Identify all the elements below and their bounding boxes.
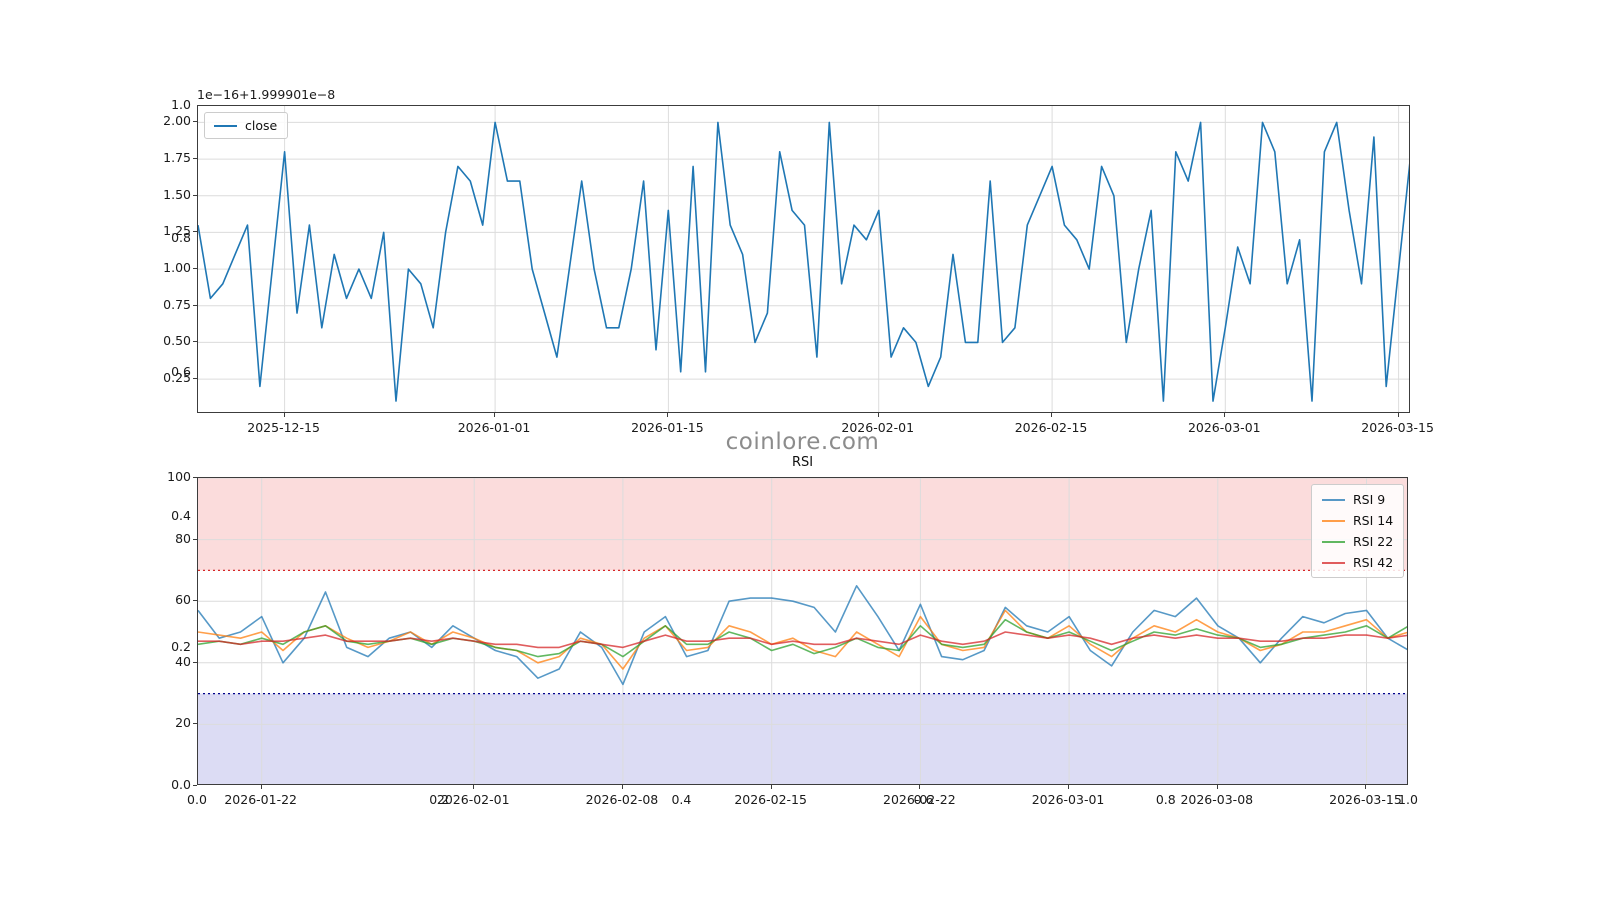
x-tick-label: 2026-02-01 (436, 792, 510, 807)
x-tick-label: 2026-02-01 (841, 420, 915, 435)
rsi-legend: RSI 9 RSI 14 RSI 22 RSI 42 (1311, 484, 1405, 578)
x-tick-label: 2026-03-08 (1180, 792, 1254, 807)
rsi-14-line (198, 609, 1407, 670)
price-legend: close (204, 112, 289, 139)
x-tick-mark (667, 413, 669, 417)
rsi-chart-panel (197, 477, 1408, 785)
legend-row-rsi-14: RSI 14 (1322, 513, 1393, 528)
y-tick-label: 1.00 (163, 260, 191, 276)
x-tick-mark (283, 413, 285, 417)
y-tick-label: 1.50 (163, 186, 191, 202)
y-tick-label: 20 (175, 715, 191, 731)
x-tick-mark (621, 785, 623, 789)
y-tick-label: 2.00 (163, 113, 191, 129)
legend-row-rsi-22: RSI 22 (1322, 534, 1393, 549)
y-tick-mark (193, 785, 197, 786)
x-tick-label-secondary: 1.0 (1398, 792, 1418, 807)
x-tick-label: 2026-01-15 (631, 420, 704, 435)
legend-row-rsi-42: RSI 42 (1322, 555, 1393, 570)
y-tick-mark (193, 600, 197, 602)
y-tick-mark (193, 723, 197, 725)
y-tick-mark (193, 378, 197, 380)
rsi-line-chart (198, 478, 1407, 784)
oversold-band (198, 693, 1407, 784)
rsi-14-line-swatch (1322, 519, 1345, 522)
price-chart-panel (197, 105, 1410, 413)
x-tick-label-secondary: 0.6 (913, 792, 934, 807)
x-tick-label: 2026-03-15 (1361, 420, 1434, 435)
y-tick-mark (193, 304, 197, 306)
x-tick-label: 2026-01-22 (224, 792, 298, 807)
x-tick-label: 2026-02-15 (1014, 420, 1088, 435)
y-tick-label: 100 (167, 469, 191, 484)
rsi-chart-title: RSI (791, 455, 814, 470)
y-tick-label: 40 (175, 653, 191, 669)
y-axis-offset-text: 1e−16+1.999901e−8 (197, 87, 336, 102)
y-tick-label: 1.25 (163, 223, 191, 239)
rsi-42-line-swatch (1322, 561, 1345, 564)
x-tick-mark (260, 785, 262, 789)
x-tick-mark (770, 785, 772, 789)
y-tick-label: 1.75 (163, 150, 191, 166)
y-tick-label-secondary: 1.0 (171, 97, 191, 112)
y-tick-mark (193, 538, 197, 540)
x-tick-label: 2026-03-01 (1031, 792, 1105, 807)
rsi-42-line (198, 631, 1407, 649)
x-tick-mark (877, 413, 879, 417)
x-tick-label: 2026-03-01 (1187, 420, 1261, 435)
y-tick-mark (193, 341, 197, 343)
x-tick-label: 2026-02-15 (734, 792, 807, 807)
x-tick-mark (1224, 413, 1226, 417)
watermark: coinlore.com (725, 429, 880, 455)
x-tick-mark (494, 413, 496, 417)
y-tick-mark (193, 158, 197, 160)
rsi-9-line (198, 585, 1407, 686)
x-tick-mark (1365, 785, 1367, 789)
x-tick-mark (919, 785, 921, 789)
y-tick-mark (193, 477, 197, 478)
y-tick-label-secondary: 0.8 (171, 230, 191, 246)
y-tick-label: 0.75 (163, 296, 191, 312)
legend-row-rsi-9: RSI 9 (1322, 492, 1393, 507)
y-tick-label: 0.50 (163, 333, 191, 349)
x-tick-label: 2026-02-22 (883, 792, 956, 807)
x-tick-label-secondary: 0.8 (1155, 792, 1176, 807)
legend-label-rsi-22: RSI 22 (1353, 534, 1394, 549)
x-tick-mark (1068, 785, 1070, 789)
x-tick-label: 2026-03-15 (1329, 792, 1402, 807)
y-tick-mark (193, 231, 197, 233)
rsi-22-line-swatch (1322, 540, 1345, 543)
y-tick-label: 80 (175, 530, 191, 546)
y-tick-label-secondary: 0.6 (171, 364, 191, 380)
y-tick-mark (193, 661, 197, 663)
x-tick-mark (1051, 413, 1053, 417)
y-tick-label: 60 (175, 592, 191, 608)
x-tick-mark (473, 785, 475, 789)
legend-label-close: close (245, 118, 278, 133)
x-tick-label: 2026-01-01 (457, 420, 531, 435)
y-tick-label-secondary: 0.4 (171, 508, 191, 524)
x-tick-label: 2025-12-15 (247, 420, 320, 435)
x-tick-mark (1397, 413, 1399, 417)
y-tick-mark (193, 268, 197, 270)
rsi-9-line-swatch (1322, 498, 1345, 501)
x-tick-label-secondary: 0.2 (429, 792, 450, 807)
overbought-band (198, 478, 1407, 571)
legend-label-rsi-9: RSI 9 (1353, 492, 1386, 507)
y-tick-label: 0.25 (163, 370, 191, 386)
x-tick-label: 2026-02-08 (585, 792, 659, 807)
legend-label-rsi-42: RSI 42 (1353, 555, 1394, 570)
close-line (198, 121, 1409, 402)
y-tick-mark (193, 121, 197, 123)
close-line-swatch (214, 124, 237, 127)
legend-label-rsi-14: RSI 14 (1353, 513, 1394, 528)
y-tick-mark (193, 194, 197, 196)
x-tick-label-secondary: 0.4 (671, 792, 692, 807)
y-tick-label: 0.0 (171, 777, 191, 792)
price-line-chart (198, 106, 1409, 412)
x-tick-mark (1216, 785, 1218, 789)
x-tick-label-secondary: 0.0 (187, 792, 207, 807)
y-tick-label-secondary: 0.2 (171, 639, 191, 655)
